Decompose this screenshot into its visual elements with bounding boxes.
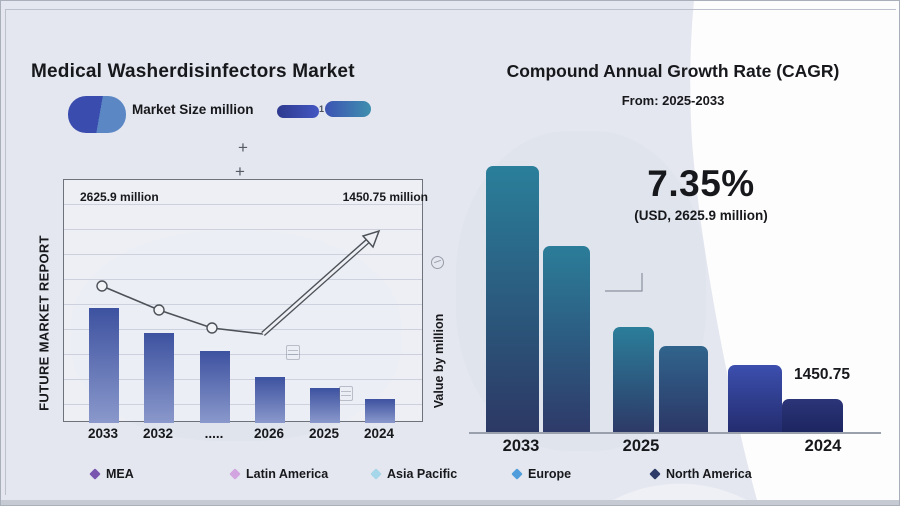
left-bar-2025 (310, 388, 340, 423)
legend-diamond-icon (511, 468, 523, 480)
minus-circle-icon (431, 256, 444, 269)
left-bar-2033 (89, 308, 119, 423)
left-x-label: 2033 (87, 426, 119, 441)
legend-diamond-icon (370, 468, 382, 480)
end-value-label: 1450.75 million (342, 190, 428, 204)
right-bar (486, 166, 539, 433)
legend-diamond-icon (229, 468, 241, 480)
legend-label: Europe (528, 467, 572, 481)
market-size-chart-panel: 2625.9 million 1450.75 million (63, 179, 428, 423)
legend-diamond-icon (89, 468, 101, 480)
left-x-label: 2025 (308, 426, 340, 441)
left-x-label: 2032 (142, 426, 174, 441)
value-axis-label: Value by million (432, 313, 446, 409)
right-bar (613, 327, 654, 433)
legend-label: MEA (106, 467, 134, 481)
legend-pill-teal (325, 101, 371, 117)
legend-item-mea: MEA (89, 467, 134, 481)
ghost-table-icon (339, 386, 353, 401)
plus-mark-icon: + (238, 138, 248, 157)
right-axis-line (469, 432, 881, 434)
cagr-percentage: 7.35% (647, 163, 755, 204)
legend-pill-separator: 1 (319, 104, 325, 114)
right-x-label: 2025 (622, 437, 660, 455)
left-bar-2032 (144, 333, 174, 423)
left-bar-2024 (365, 399, 395, 423)
left-bar-series (64, 180, 424, 423)
legend-pill-dark (277, 105, 319, 118)
right-x-label: 2024 (804, 437, 842, 455)
legend-diamond-icon (649, 468, 661, 480)
right-bar (659, 346, 708, 433)
legend-item-north-america: North America (649, 467, 752, 481)
cagr-value-block: 7.35% (USD, 2625.9 million) (601, 163, 801, 223)
right-bar (782, 399, 843, 433)
right-bar (543, 246, 590, 433)
value-callout: 1450.75 (794, 366, 851, 383)
cagr-title: Compound Annual Growth Rate (CAGR) (506, 61, 840, 81)
legend-item-europe: Europe (511, 467, 572, 481)
cylinder-icon (68, 96, 126, 133)
market-size-legend-label: Market Size million (132, 102, 254, 117)
right-x-label: 2033 (502, 437, 540, 455)
left-x-label: 2026 (253, 426, 285, 441)
legend-label: North America (666, 467, 752, 481)
left-bar-2026 (255, 377, 285, 423)
ghost-table-icon (286, 345, 300, 360)
start-value-label: 2625.9 million (80, 190, 159, 204)
plus-mark-icon: + (235, 162, 245, 181)
left-x-label: 2024 (363, 426, 395, 441)
legend-item-asia-pacific: Asia Pacific (370, 467, 458, 481)
bottom-strip (1, 500, 899, 505)
legend-label: Latin America (246, 467, 329, 481)
left-x-label: ..... (204, 426, 224, 441)
cagr-detail: (USD, 2625.9 million) (634, 208, 768, 223)
legend-label: Asia Pacific (387, 467, 458, 481)
page-title: Medical Washerdisinfectors Market (31, 61, 355, 82)
legend-item-latin-america: Latin America (229, 467, 329, 481)
left-bar-..... (200, 351, 230, 423)
watermark-vertical: FUTURE MARKET REPORT (36, 235, 52, 411)
right-bar (728, 365, 782, 433)
cagr-subtitle: From: 2025-2033 (621, 93, 725, 108)
